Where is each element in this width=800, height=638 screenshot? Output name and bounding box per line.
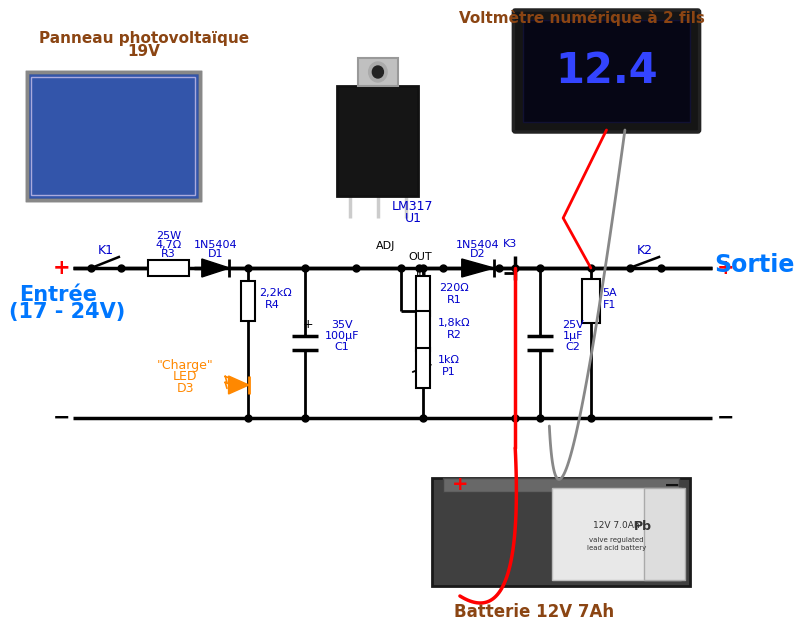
Bar xyxy=(644,488,685,580)
Bar xyxy=(582,279,600,323)
Text: R4: R4 xyxy=(265,300,279,310)
Text: ADJ: ADJ xyxy=(375,241,395,251)
Text: −: − xyxy=(664,475,680,494)
Text: 12.4: 12.4 xyxy=(555,50,658,92)
Bar xyxy=(416,276,430,316)
Text: 35V: 35V xyxy=(331,320,353,330)
Text: 220Ω: 220Ω xyxy=(439,283,470,293)
Text: R1: R1 xyxy=(447,295,462,305)
Circle shape xyxy=(369,62,387,82)
Text: 1N5404: 1N5404 xyxy=(456,240,499,250)
Text: Batterie 12V 7Ah: Batterie 12V 7Ah xyxy=(454,603,614,621)
Polygon shape xyxy=(229,376,249,394)
Bar xyxy=(26,72,200,200)
Text: +: + xyxy=(452,475,468,494)
Text: D1: D1 xyxy=(208,249,223,259)
Text: Panneau photovoltaïque: Panneau photovoltaïque xyxy=(38,31,249,45)
Text: 2,2kΩ: 2,2kΩ xyxy=(259,288,292,298)
Text: "Charge": "Charge" xyxy=(157,359,214,373)
Text: −: − xyxy=(717,408,734,428)
Text: 100μF: 100μF xyxy=(325,331,359,341)
Text: 1μF: 1μF xyxy=(563,331,583,341)
Text: IN: IN xyxy=(416,268,428,278)
Text: 1kΩ: 1kΩ xyxy=(438,355,460,365)
Bar xyxy=(416,348,430,388)
Bar xyxy=(148,260,189,276)
Text: −: − xyxy=(53,408,70,428)
Bar xyxy=(552,488,681,580)
Text: U1: U1 xyxy=(405,212,422,225)
Bar xyxy=(338,86,418,196)
Text: Pb: Pb xyxy=(634,519,651,533)
Text: Sortie: Sortie xyxy=(714,253,794,277)
Text: 1,8kΩ: 1,8kΩ xyxy=(438,318,470,328)
Bar xyxy=(416,311,430,351)
Text: 4,7Ω: 4,7Ω xyxy=(155,240,182,250)
Polygon shape xyxy=(462,259,494,277)
Text: C1: C1 xyxy=(334,342,350,352)
Text: R2: R2 xyxy=(447,330,462,340)
Text: C2: C2 xyxy=(566,342,581,352)
Text: +: + xyxy=(302,318,313,330)
Polygon shape xyxy=(202,259,230,277)
Text: D2: D2 xyxy=(470,249,486,259)
Text: LED: LED xyxy=(173,371,198,383)
Text: F1: F1 xyxy=(602,300,616,310)
Text: P1: P1 xyxy=(442,367,456,377)
Bar xyxy=(358,58,398,86)
Text: 19V: 19V xyxy=(127,45,160,59)
Text: Voltmètre numérique à 2 fils: Voltmètre numérique à 2 fils xyxy=(458,10,705,26)
Text: 5A: 5A xyxy=(602,288,617,298)
Text: D3: D3 xyxy=(177,382,194,394)
Bar xyxy=(443,478,679,492)
Text: K2: K2 xyxy=(638,244,654,258)
Text: lead acid battery: lead acid battery xyxy=(587,545,646,551)
Text: +: + xyxy=(53,258,70,278)
Bar xyxy=(432,478,690,586)
Text: R3: R3 xyxy=(162,249,176,259)
Text: K3: K3 xyxy=(502,239,517,249)
Text: Entrée: Entrée xyxy=(19,285,97,305)
Bar xyxy=(26,72,200,200)
FancyBboxPatch shape xyxy=(514,10,699,132)
Text: (17 - 24V): (17 - 24V) xyxy=(9,302,126,322)
Text: +: + xyxy=(717,258,734,278)
Bar xyxy=(241,281,255,321)
Text: 12V 7.0Ah: 12V 7.0Ah xyxy=(594,521,640,531)
Text: 25W: 25W xyxy=(156,231,181,241)
Text: K1: K1 xyxy=(98,244,114,258)
Text: LM317: LM317 xyxy=(392,200,434,214)
Text: valve regulated: valve regulated xyxy=(590,537,644,543)
Text: 25V: 25V xyxy=(562,320,584,330)
Bar xyxy=(31,77,195,195)
Bar xyxy=(522,20,690,122)
Text: 1N5404: 1N5404 xyxy=(194,240,238,250)
Circle shape xyxy=(372,66,383,78)
Text: OUT: OUT xyxy=(409,252,432,262)
